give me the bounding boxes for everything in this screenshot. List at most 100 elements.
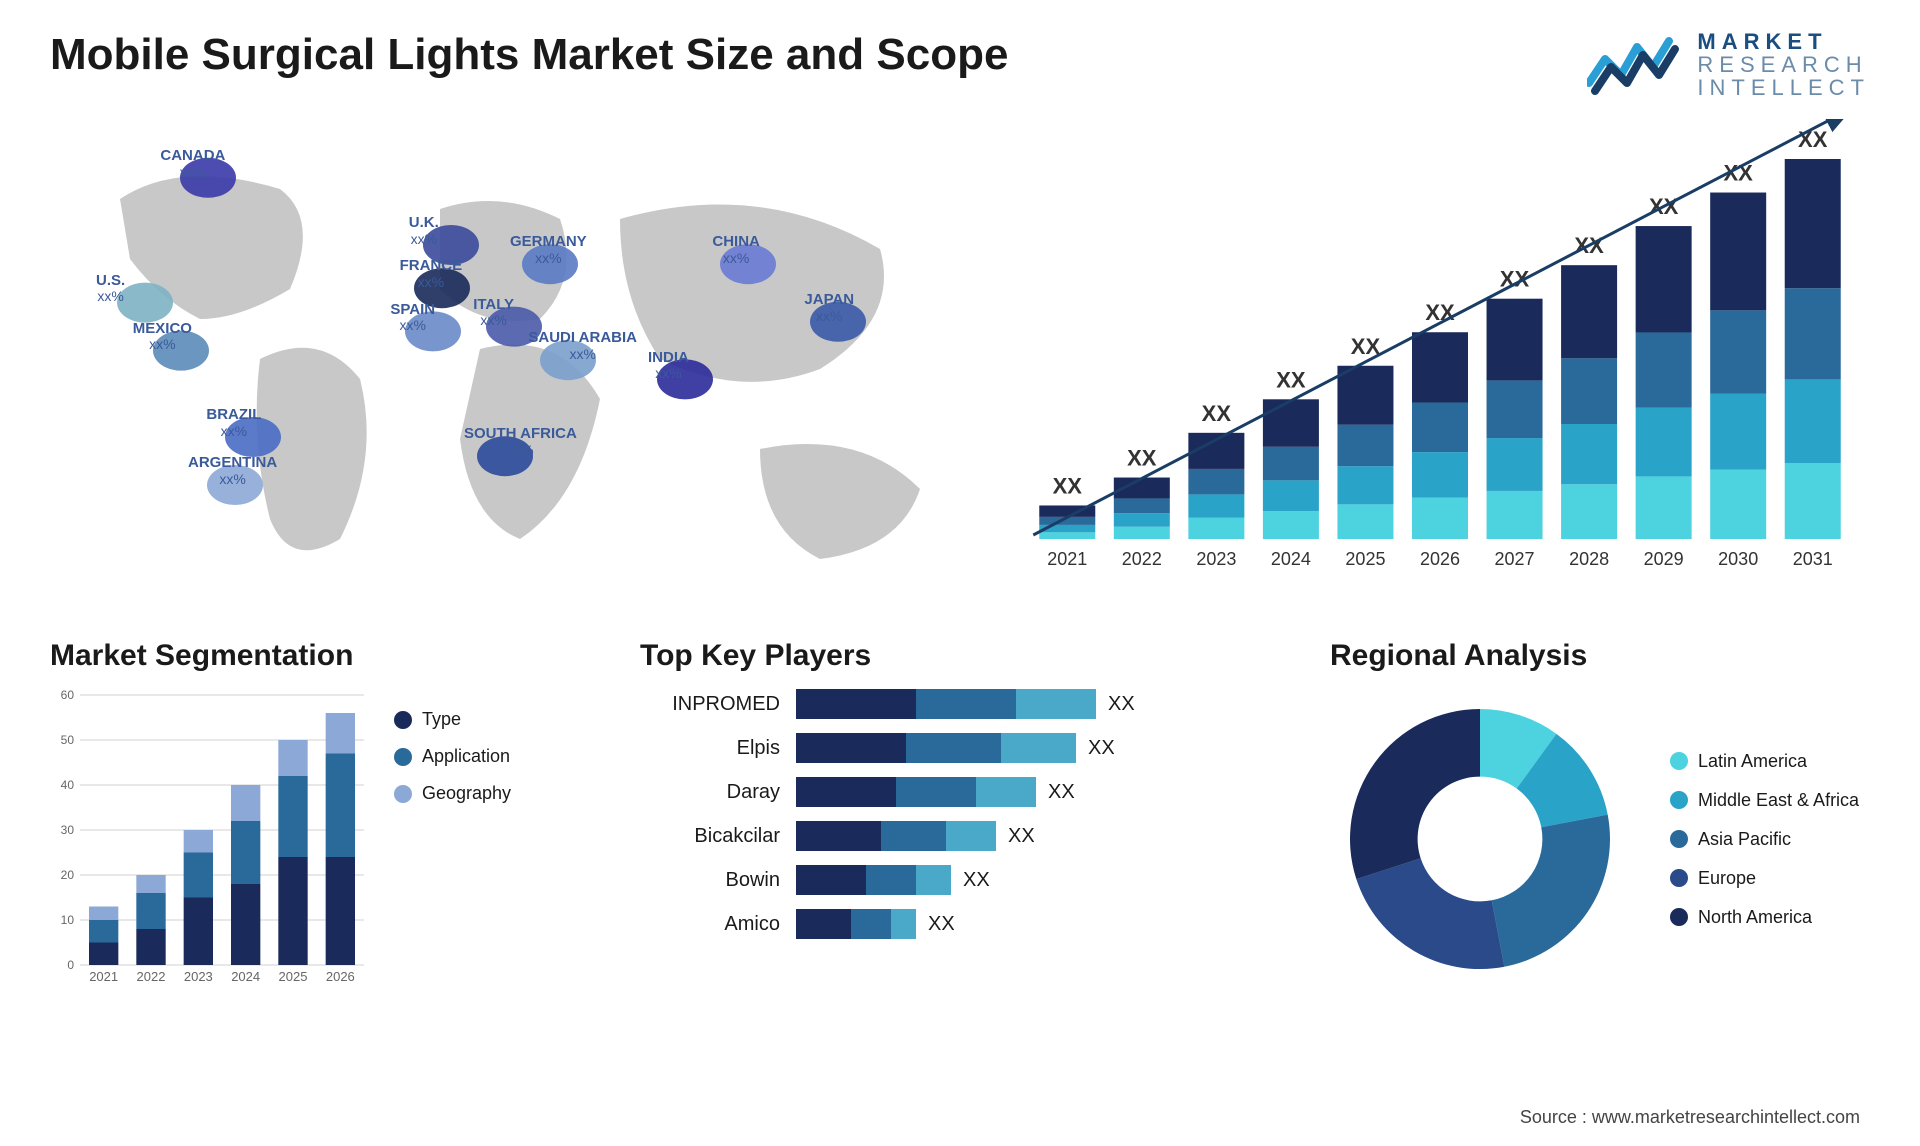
map-label-germany: GERMANYxx% (510, 234, 587, 266)
legend-label: Application (422, 746, 510, 767)
player-row-daray: DarayXX (640, 777, 1280, 807)
seg-legend-application: Application (394, 746, 511, 767)
logo: MARKET RESEARCH INTELLECT (1587, 30, 1870, 99)
player-bar-segment (796, 909, 851, 939)
logo-text: MARKET RESEARCH INTELLECT (1697, 30, 1870, 99)
map-label-brazil: BRAZILxx% (206, 407, 261, 439)
logo-line1: MARKET (1697, 30, 1870, 53)
legend-swatch (1670, 791, 1688, 809)
player-bar (796, 777, 1036, 807)
player-value: XX (1088, 737, 1115, 760)
player-bar (796, 821, 996, 851)
legend-label: Latin America (1698, 751, 1807, 772)
svg-text:2024: 2024 (1271, 549, 1311, 569)
svg-text:2022: 2022 (1122, 549, 1162, 569)
svg-text:XX: XX (1798, 127, 1828, 152)
legend-swatch (1670, 752, 1688, 770)
map-label-china: CHINAxx% (712, 234, 760, 266)
svg-text:20: 20 (61, 868, 75, 882)
source-line: Source : www.marketresearchintellect.com (1520, 1107, 1860, 1128)
player-name: Bowin (640, 869, 780, 892)
svg-text:2027: 2027 (1495, 549, 1535, 569)
svg-text:2030: 2030 (1718, 549, 1758, 569)
player-bar-segment (946, 821, 996, 851)
player-value: XX (1108, 693, 1135, 716)
bottom-row: Market Segmentation 01020304050602021202… (50, 639, 1870, 989)
player-bar-segment (916, 865, 951, 895)
player-bar (796, 689, 1096, 719)
region-title: Regional Analysis (1330, 639, 1870, 673)
top-row: CANADAxx%U.S.xx%MEXICOxx%BRAZILxx%ARGENT… (50, 119, 1870, 599)
world-map-svg (50, 119, 970, 599)
players-title: Top Key Players (640, 639, 1280, 673)
player-bar-segment (796, 865, 866, 895)
map-label-south-africa: SOUTH AFRICAxx% (464, 426, 577, 458)
svg-text:2029: 2029 (1644, 549, 1684, 569)
header: Mobile Surgical Lights Market Size and S… (50, 30, 1870, 99)
player-name: Daray (640, 781, 780, 804)
map-label-india: INDIAxx% (648, 350, 689, 382)
player-bar-segment (906, 733, 1001, 763)
player-bar-segment (866, 865, 916, 895)
player-bar-segment (796, 689, 916, 719)
player-bar-segment (796, 821, 881, 851)
region-legend-europe: Europe (1670, 868, 1859, 889)
map-label-saudi-arabia: SAUDI ARABIAxx% (528, 330, 637, 362)
region-legend-latin-america: Latin America (1670, 751, 1859, 772)
svg-text:2021: 2021 (89, 969, 118, 984)
player-bar (796, 865, 951, 895)
svg-text:2021: 2021 (1047, 549, 1087, 569)
segmentation-panel: Market Segmentation 01020304050602021202… (50, 639, 590, 989)
segmentation-title: Market Segmentation (50, 639, 590, 673)
map-label-italy: ITALYxx% (473, 297, 514, 329)
legend-label: Europe (1698, 868, 1756, 889)
map-label-canada: CANADAxx% (160, 148, 225, 180)
map-label-u-k-: U.K.xx% (409, 215, 439, 247)
region-legend: Latin AmericaMiddle East & AfricaAsia Pa… (1670, 751, 1859, 928)
player-bar (796, 909, 916, 939)
svg-text:0: 0 (67, 958, 74, 972)
player-value: XX (963, 869, 990, 892)
svg-text:40: 40 (61, 778, 75, 792)
player-name: INPROMED (640, 693, 780, 716)
player-row-bowin: Bowin XX (640, 865, 1280, 895)
map-label-spain: SPAINxx% (390, 302, 435, 334)
logo-line3: INTELLECT (1697, 76, 1870, 99)
legend-swatch (394, 748, 412, 766)
segmentation-chart: 0102030405060202120222023202420252026 (50, 689, 370, 989)
player-bar-segment (796, 777, 896, 807)
player-bar-segment (1016, 689, 1096, 719)
map-label-u-s-: U.S.xx% (96, 273, 125, 305)
svg-text:2028: 2028 (1569, 549, 1609, 569)
player-value: XX (1008, 825, 1035, 848)
player-row-amico: Amico XX (640, 909, 1280, 939)
legend-label: North America (1698, 907, 1812, 928)
world-map: CANADAxx%U.S.xx%MEXICOxx%BRAZILxx%ARGENT… (50, 119, 970, 599)
region-legend-asia-pacific: Asia Pacific (1670, 829, 1859, 850)
legend-swatch (1670, 830, 1688, 848)
svg-text:30: 30 (61, 823, 75, 837)
svg-text:2026: 2026 (326, 969, 355, 984)
player-bar-segment (796, 733, 906, 763)
player-bar-segment (916, 689, 1016, 719)
legend-swatch (1670, 908, 1688, 926)
player-bar-segment (881, 821, 946, 851)
svg-text:XX: XX (1276, 368, 1306, 393)
segmentation-legend: TypeApplicationGeography (394, 709, 511, 989)
svg-text:10: 10 (61, 913, 75, 927)
map-label-mexico: MEXICOxx% (133, 321, 192, 353)
region-legend-north-america: North America (1670, 907, 1859, 928)
legend-swatch (1670, 869, 1688, 887)
player-row-inpromed: INPROMED XX (640, 689, 1280, 719)
player-bar (796, 733, 1076, 763)
seg-legend-geography: Geography (394, 783, 511, 804)
legend-swatch (394, 711, 412, 729)
svg-text:2031: 2031 (1793, 549, 1833, 569)
legend-label: Geography (422, 783, 511, 804)
player-value: XX (928, 913, 955, 936)
player-bar-segment (896, 777, 976, 807)
svg-text:2024: 2024 (231, 969, 260, 984)
player-name: Amico (640, 913, 780, 936)
player-row-bicakcilar: BicakcilarXX (640, 821, 1280, 851)
region-donut (1330, 689, 1630, 989)
